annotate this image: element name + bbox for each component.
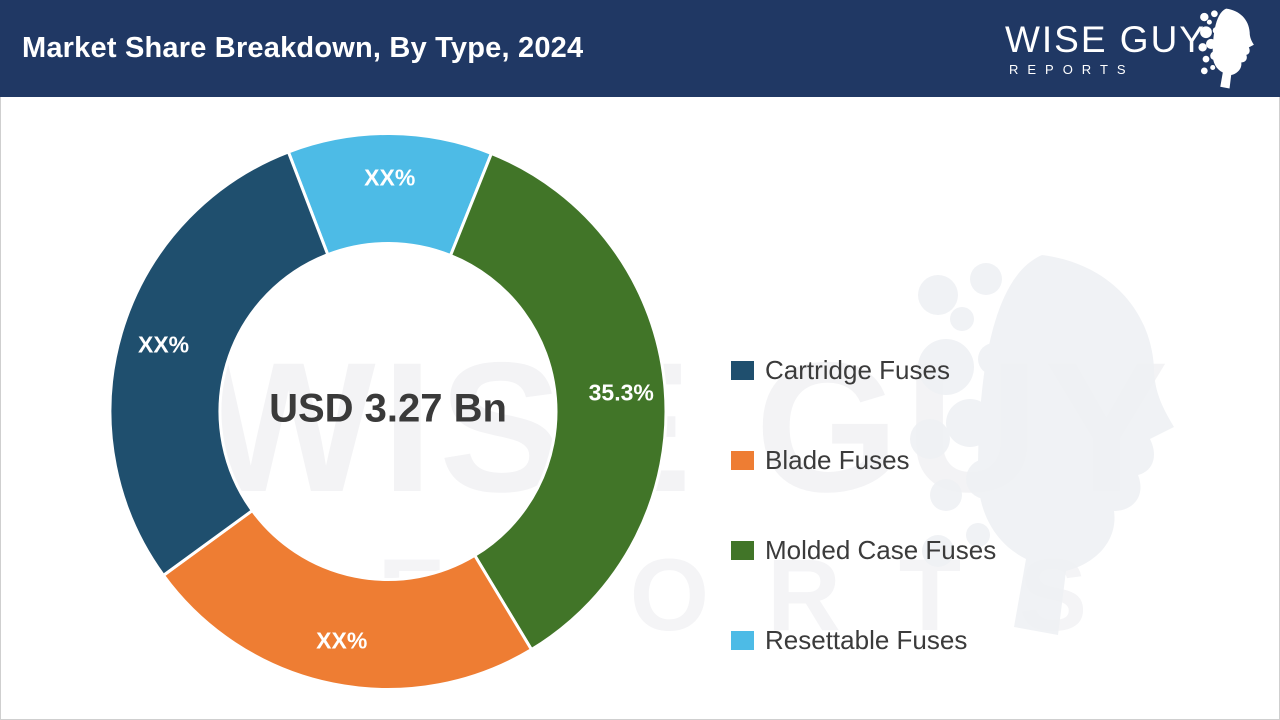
slice-label-molded-case-fuses: 35.3% [588,379,654,406]
legend-item-resettable-fuses: Resettable Fuses [731,625,967,656]
slice-label-resettable-fuses: XX% [364,164,416,190]
legend-item-cartridge-fuses: Cartridge Fuses [731,355,950,386]
legend-label: Blade Fuses [765,445,910,475]
slice-label-cartridge-fuses: XX% [137,331,190,358]
brand-subtitle: REPORTS [1008,61,1135,77]
legend-swatch-blade [731,451,754,470]
brand-logo: WISE GUY REPORTS [1005,7,1258,91]
donut-slice-blade-fuses [161,509,534,691]
legend-item-blade-fuses: Blade Fuses [731,445,910,476]
face-profile-icon [1196,7,1258,91]
chart-area: WISE GUY REPORTS USD 3.27 Bn XX% 35.3% X… [0,97,1280,720]
legend-label: Molded Case Fuses [765,535,997,565]
legend-swatch-resettable [731,631,754,650]
legend-swatch-cartridge [731,361,754,380]
legend-label: Cartridge Fuses [765,355,950,385]
page-title: Market Share Breakdown, By Type, 2024 [22,32,584,64]
legend-item-molded-case-fuses: Molded Case Fuses [731,535,996,566]
brand-text: WISE GUY REPORTS [1005,21,1206,77]
legend-label: Resettable Fuses [765,625,968,655]
donut-slice-cartridge-fuses [108,150,330,577]
watermark-face-icon [906,217,1186,682]
legend-swatch-molded-case [731,541,754,560]
header-bar: Market Share Breakdown, By Type, 2024 WI… [0,0,1280,97]
brand-name: WISE GUY [1004,18,1206,60]
donut-center-value: USD 3.27 Bn [269,386,507,431]
donut-slice-molded-case-fuses [448,151,668,652]
slice-label-blade-fuses: XX% [316,627,368,654]
donut-chart [108,132,668,691]
